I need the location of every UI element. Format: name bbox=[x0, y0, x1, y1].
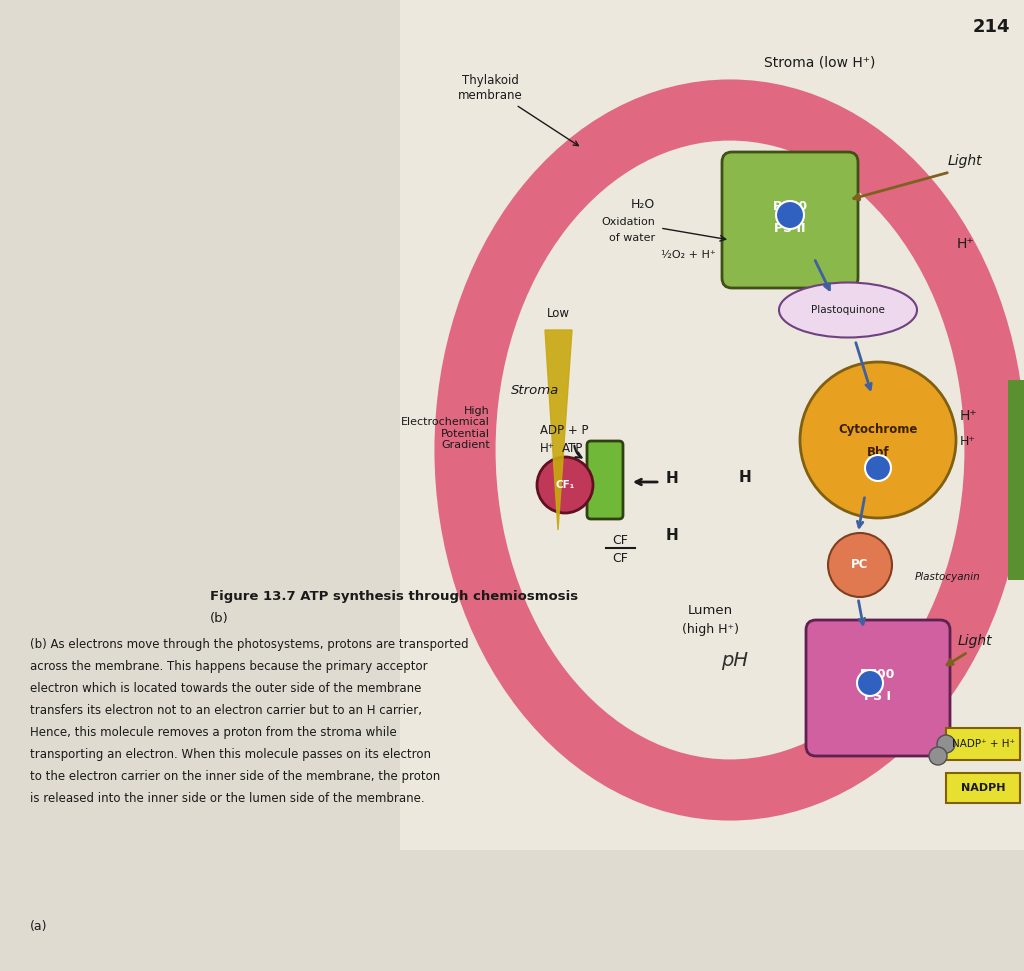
Circle shape bbox=[865, 455, 891, 481]
Text: ADP + P: ADP + P bbox=[540, 423, 589, 437]
Text: H: H bbox=[738, 470, 752, 485]
Text: CF: CF bbox=[612, 533, 628, 547]
Bar bbox=[1008, 380, 1024, 580]
Text: H⁺: H⁺ bbox=[956, 237, 974, 251]
Circle shape bbox=[537, 457, 593, 513]
Polygon shape bbox=[545, 330, 572, 530]
Bar bbox=[400, 0, 1024, 850]
Text: PC: PC bbox=[851, 558, 868, 572]
Text: NADPH: NADPH bbox=[961, 783, 1006, 793]
Text: Bbf: Bbf bbox=[866, 446, 889, 458]
Text: electron which is located towards the outer side of the membrane: electron which is located towards the ou… bbox=[30, 682, 421, 695]
Circle shape bbox=[800, 362, 956, 518]
Text: (high H⁺): (high H⁺) bbox=[682, 623, 738, 637]
Text: of water: of water bbox=[609, 233, 655, 243]
Text: High
Electrochemical
Potential
Gradient: High Electrochemical Potential Gradient bbox=[401, 406, 490, 451]
Text: Oxidation: Oxidation bbox=[601, 217, 655, 227]
Circle shape bbox=[776, 201, 804, 229]
Text: Cytochrome: Cytochrome bbox=[839, 423, 918, 437]
Text: to the electron carrier on the inner side of the membrane, the proton: to the electron carrier on the inner sid… bbox=[30, 770, 440, 783]
Text: Hence, this molecule removes a proton from the stroma while: Hence, this molecule removes a proton fr… bbox=[30, 726, 396, 739]
Circle shape bbox=[857, 670, 883, 696]
Ellipse shape bbox=[779, 283, 918, 338]
FancyBboxPatch shape bbox=[946, 773, 1020, 803]
Text: PS II: PS II bbox=[774, 221, 806, 235]
Text: Stroma (low H⁺): Stroma (low H⁺) bbox=[764, 55, 876, 69]
Text: Figure 13.7 ATP synthesis through chemiosmosis: Figure 13.7 ATP synthesis through chemio… bbox=[210, 590, 579, 603]
Text: Low: Low bbox=[547, 307, 569, 320]
Text: (b) As electrons move through the photosystems, protons are transported: (b) As electrons move through the photos… bbox=[30, 638, 469, 651]
Text: Light: Light bbox=[957, 634, 992, 648]
Text: ½O₂ + H⁺: ½O₂ + H⁺ bbox=[660, 250, 716, 260]
Text: Light: Light bbox=[947, 154, 982, 168]
Text: transfers its electron not to an electron carrier but to an H carrier,: transfers its electron not to an electro… bbox=[30, 704, 422, 717]
Text: CF₁: CF₁ bbox=[555, 480, 574, 490]
Text: P680: P680 bbox=[772, 199, 808, 213]
Text: H: H bbox=[666, 528, 678, 543]
Circle shape bbox=[937, 735, 955, 753]
Text: NADP⁺ + H⁺: NADP⁺ + H⁺ bbox=[951, 739, 1015, 749]
Text: transporting an electron. When this molecule passes on its electron: transporting an electron. When this mole… bbox=[30, 748, 431, 761]
Text: ATP: ATP bbox=[562, 442, 584, 454]
Text: pH: pH bbox=[722, 651, 749, 669]
Text: H: H bbox=[666, 471, 678, 486]
Text: is released into the inner side or the lumen side of the membrane.: is released into the inner side or the l… bbox=[30, 792, 425, 805]
Text: CF: CF bbox=[612, 552, 628, 564]
Circle shape bbox=[929, 747, 947, 765]
Text: Plastocyanin: Plastocyanin bbox=[915, 572, 981, 582]
Text: PS I: PS I bbox=[864, 689, 892, 702]
Circle shape bbox=[828, 533, 892, 597]
Text: H⁺: H⁺ bbox=[540, 442, 555, 454]
Text: across the membrane. This happens because the primary acceptor: across the membrane. This happens becaus… bbox=[30, 660, 428, 673]
Text: Plastoquinone: Plastoquinone bbox=[811, 305, 885, 315]
Text: Lumen: Lumen bbox=[687, 604, 732, 617]
Text: P700: P700 bbox=[860, 667, 896, 681]
Ellipse shape bbox=[509, 154, 951, 746]
FancyBboxPatch shape bbox=[806, 620, 950, 756]
FancyBboxPatch shape bbox=[587, 441, 623, 519]
Text: Thylakoid
membrane: Thylakoid membrane bbox=[458, 74, 579, 146]
Text: H⁺: H⁺ bbox=[959, 409, 977, 423]
FancyBboxPatch shape bbox=[946, 728, 1020, 760]
Text: (a): (a) bbox=[30, 920, 47, 933]
Text: Stroma: Stroma bbox=[511, 384, 559, 396]
Text: H⁺: H⁺ bbox=[961, 435, 976, 448]
Text: H₂O: H₂O bbox=[631, 198, 655, 212]
Text: (b): (b) bbox=[210, 612, 228, 625]
FancyBboxPatch shape bbox=[722, 152, 858, 288]
Text: 214: 214 bbox=[973, 18, 1010, 36]
